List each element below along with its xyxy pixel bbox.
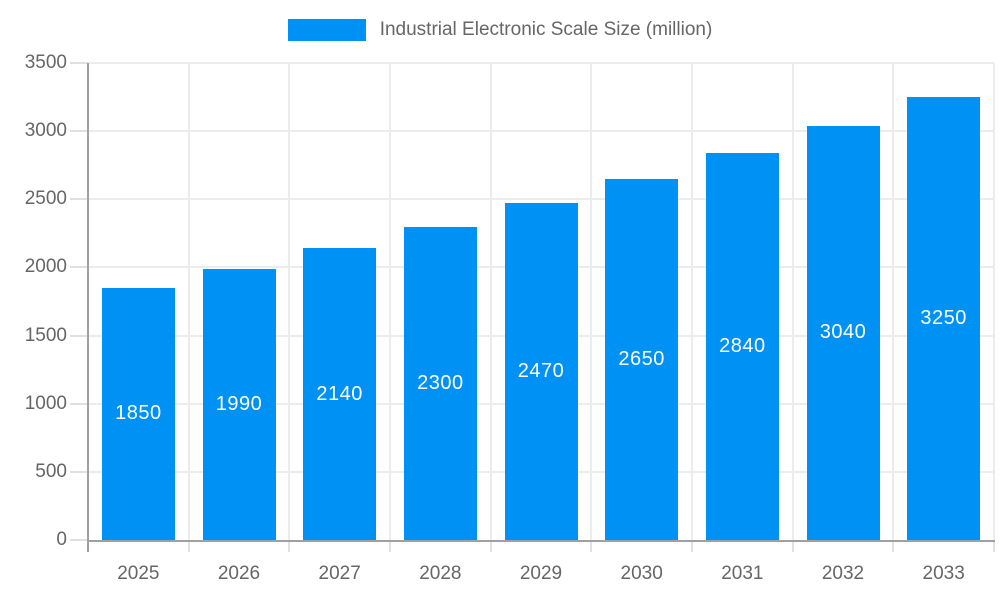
x-axis-tick bbox=[288, 541, 291, 552]
x-axis-tick-label: 2028 bbox=[419, 563, 462, 584]
y-axis-tick-label: 0 bbox=[56, 529, 67, 550]
x-axis-tick bbox=[993, 541, 995, 552]
y-axis-tick-label: 2500 bbox=[24, 188, 67, 210]
y-axis-tick bbox=[70, 470, 88, 473]
y-axis-tick bbox=[70, 539, 88, 541]
bar-value-label: 1850 bbox=[115, 402, 162, 425]
y-axis-tick bbox=[70, 266, 88, 269]
bar-2032[interactable]: 3040 bbox=[806, 125, 880, 540]
x-axis-line bbox=[87, 540, 995, 542]
x-gridline bbox=[389, 63, 391, 540]
bar-value-label: 2300 bbox=[417, 371, 464, 394]
bar-value-label: 2470 bbox=[517, 360, 565, 383]
bar-value-label: 2650 bbox=[618, 347, 665, 370]
bar-2025[interactable]: 1850 bbox=[101, 287, 175, 540]
bar-2033[interactable]: 3250 bbox=[907, 97, 981, 540]
x-gridline bbox=[590, 63, 593, 540]
bar-2027[interactable]: 2140 bbox=[303, 248, 377, 540]
x-gridline bbox=[892, 63, 895, 540]
x-axis-tick bbox=[590, 541, 593, 552]
x-axis-tick-label: 2025 bbox=[117, 563, 160, 584]
y-gridline bbox=[88, 130, 994, 133]
bar-2031[interactable]: 2840 bbox=[705, 152, 779, 540]
x-axis-tick bbox=[691, 541, 693, 552]
x-axis-tick-label: 2026 bbox=[217, 563, 261, 584]
y-axis-tick-label: 2000 bbox=[24, 256, 67, 278]
x-axis-tick bbox=[892, 541, 895, 552]
y-axis-line bbox=[87, 63, 89, 552]
x-axis-tick bbox=[389, 541, 391, 552]
bar-value-label: 2140 bbox=[316, 382, 363, 405]
x-axis-tick-label: 2029 bbox=[519, 563, 563, 584]
y-axis-tick-label: 3000 bbox=[24, 120, 67, 142]
x-axis-tick-label: 2032 bbox=[821, 563, 865, 584]
bar-2028[interactable]: 2300 bbox=[403, 226, 477, 540]
x-axis-tick-label: 2031 bbox=[721, 563, 764, 584]
x-gridline bbox=[288, 63, 291, 540]
y-axis-tick-label: 1500 bbox=[24, 324, 67, 346]
bar-value-label: 3250 bbox=[920, 307, 967, 330]
x-gridline bbox=[791, 63, 794, 540]
bar-value-label: 2840 bbox=[719, 334, 766, 357]
x-axis-tick-label: 2027 bbox=[318, 563, 361, 584]
bar-value-label: 1990 bbox=[215, 392, 263, 415]
bar-2026[interactable]: 1990 bbox=[202, 268, 276, 540]
y-axis-tick bbox=[70, 402, 88, 405]
x-gridline bbox=[993, 63, 995, 540]
y-axis-tick-label: 3500 bbox=[24, 52, 67, 73]
x-axis-tick bbox=[791, 541, 794, 552]
x-gridline bbox=[489, 63, 492, 540]
x-gridline bbox=[691, 63, 693, 540]
y-gridline bbox=[88, 198, 994, 201]
legend-color-swatch bbox=[287, 19, 366, 41]
bar-value-label: 3040 bbox=[819, 321, 867, 344]
y-axis-tick bbox=[70, 334, 88, 337]
bar-2030[interactable]: 2650 bbox=[605, 178, 679, 540]
x-axis-tick-label: 2030 bbox=[620, 563, 663, 584]
x-axis-tick bbox=[489, 541, 492, 552]
y-gridline bbox=[88, 62, 994, 64]
x-axis-tick bbox=[187, 541, 190, 552]
legend[interactable]: Industrial Electronic Scale Size (millio… bbox=[0, 19, 1000, 41]
bar-2029[interactable]: 2470 bbox=[504, 203, 578, 540]
y-axis-tick bbox=[70, 62, 88, 64]
x-gridline bbox=[187, 63, 190, 540]
y-axis-tick-label: 1000 bbox=[24, 392, 67, 414]
y-axis-tick bbox=[70, 130, 88, 133]
y-axis-tick-label: 500 bbox=[35, 460, 67, 482]
y-axis-tick bbox=[70, 198, 88, 201]
legend-label: Industrial Electronic Scale Size (millio… bbox=[379, 19, 713, 40]
x-axis-tick-label: 2033 bbox=[922, 563, 965, 584]
